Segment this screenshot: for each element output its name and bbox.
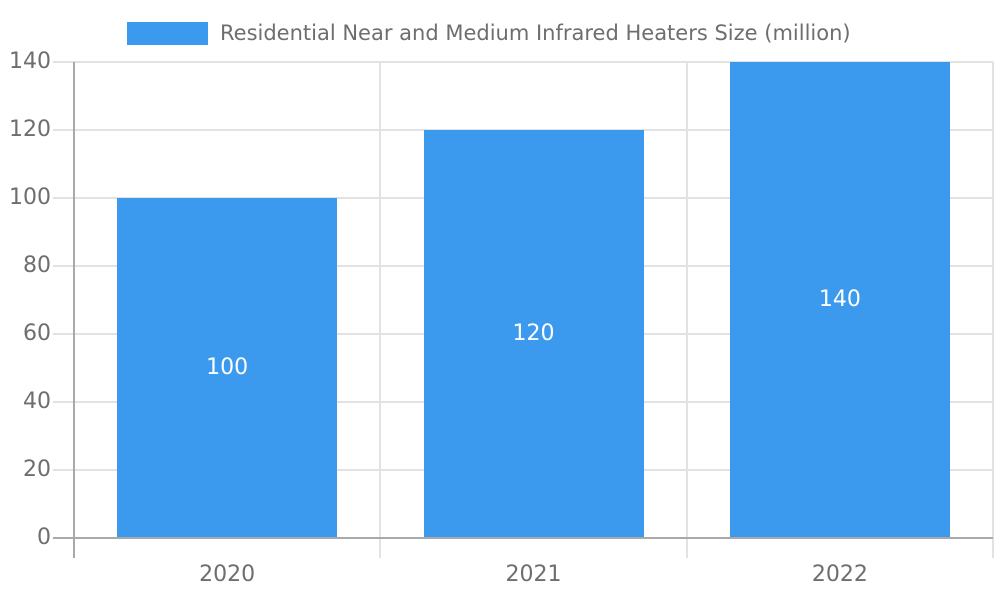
bar-value-label: 120 (512, 321, 555, 346)
legend-label: Residential Near and Medium Infrared Hea… (220, 21, 851, 45)
gridline-vertical (379, 62, 382, 558)
gridline-horizontal (53, 61, 993, 63)
y-axis-tick-label: 80 (23, 253, 51, 278)
x-axis-tick-label: 2020 (199, 562, 256, 587)
bar-2021[interactable]: 120 (423, 130, 644, 538)
legend-swatch (127, 21, 208, 45)
gridline-vertical (685, 62, 688, 558)
x-axis-tick-label: 2022 (811, 562, 868, 587)
y-axis-tick-label: 120 (9, 117, 51, 142)
gridline-vertical (992, 62, 994, 558)
y-axis-tick-label: 20 (23, 457, 51, 482)
y-axis-tick-label: 40 (23, 389, 51, 414)
x-axis-baseline (53, 537, 993, 539)
bar-2020[interactable]: 100 (117, 198, 338, 538)
legend[interactable]: Residential Near and Medium Infrared Hea… (127, 21, 851, 45)
y-axis-tick-label: 60 (23, 321, 51, 346)
bar-value-label: 100 (206, 355, 249, 380)
bar-2022[interactable]: 140 (729, 62, 950, 538)
y-axis-line (73, 62, 75, 558)
bar-value-label: 140 (818, 287, 861, 312)
y-axis-tick-label: 140 (9, 49, 51, 74)
x-axis-tick-label: 2021 (505, 562, 562, 587)
y-axis-tick-label: 0 (37, 525, 51, 550)
y-axis-tick-label: 100 (9, 185, 51, 210)
